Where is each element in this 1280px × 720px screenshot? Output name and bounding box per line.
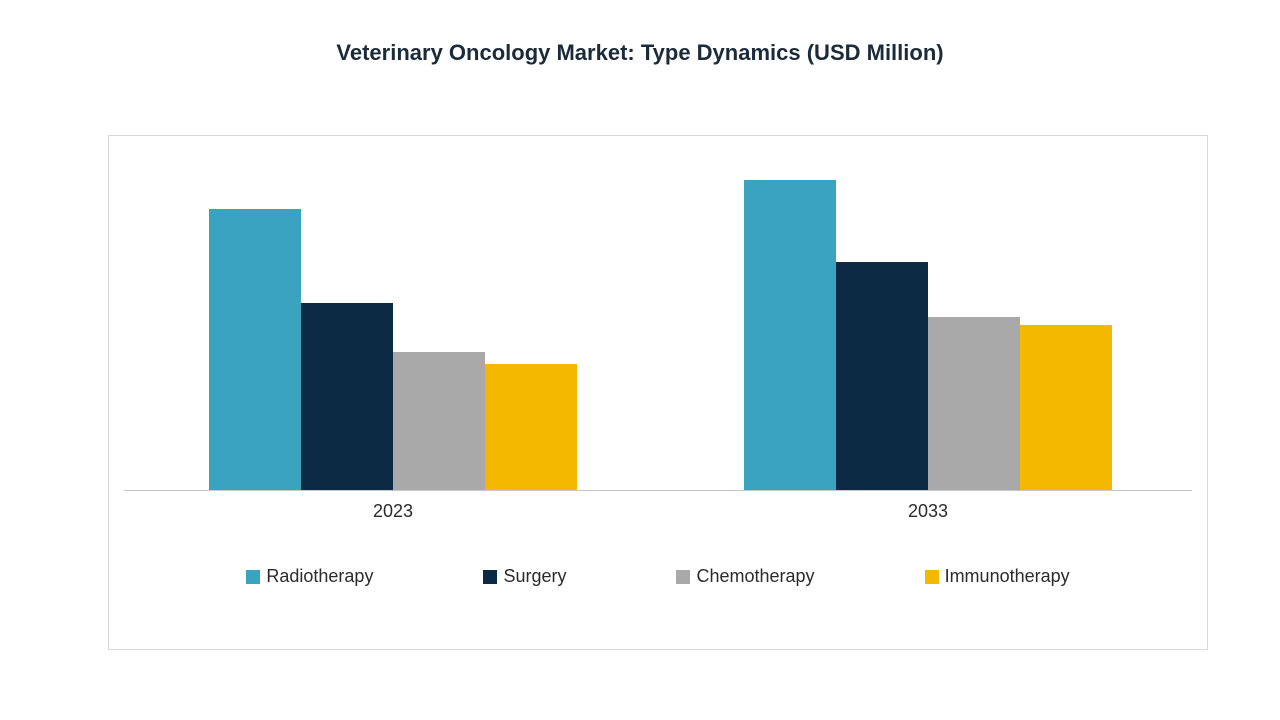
x-tick-label: 2023: [373, 501, 413, 522]
legend-item: Immunotherapy: [925, 566, 1070, 587]
page: Veterinary Oncology Market: Type Dynamic…: [0, 0, 1280, 720]
bar: [301, 303, 393, 490]
bar: [1020, 325, 1112, 490]
bar: [836, 262, 928, 490]
legend-swatch: [676, 570, 690, 584]
legend: Radiotherapy Surgery Chemotherapy Immunothe…: [109, 566, 1207, 587]
legend-label: Chemotherapy: [696, 566, 814, 587]
legend-swatch: [246, 570, 260, 584]
plot-area: [124, 171, 1192, 491]
title-prefix: Veterinary Oncology Market:: [336, 40, 640, 65]
bar: [928, 317, 1020, 490]
bar-group: [209, 171, 577, 490]
legend-label: Radiotherapy: [266, 566, 373, 587]
chart-panel: 2023 2033 Radiotherapy Surgery Chemotherapy…: [108, 135, 1208, 650]
legend-item: Surgery: [483, 566, 566, 587]
legend-label: Surgery: [503, 566, 566, 587]
x-axis-labels: 2023 2033: [124, 501, 1192, 531]
bar-group: [744, 171, 1112, 490]
bar: [209, 209, 301, 490]
legend-item: Chemotherapy: [676, 566, 814, 587]
bar: [485, 364, 577, 490]
title-bold: Type Dynamics (USD Million): [641, 40, 944, 65]
legend-swatch: [925, 570, 939, 584]
legend-item: Radiotherapy: [246, 566, 373, 587]
legend-swatch: [483, 570, 497, 584]
legend-label: Immunotherapy: [945, 566, 1070, 587]
chart-title: Veterinary Oncology Market: Type Dynamic…: [0, 40, 1280, 66]
x-tick-label: 2033: [908, 501, 948, 522]
bar: [744, 180, 836, 490]
bar: [393, 352, 485, 490]
